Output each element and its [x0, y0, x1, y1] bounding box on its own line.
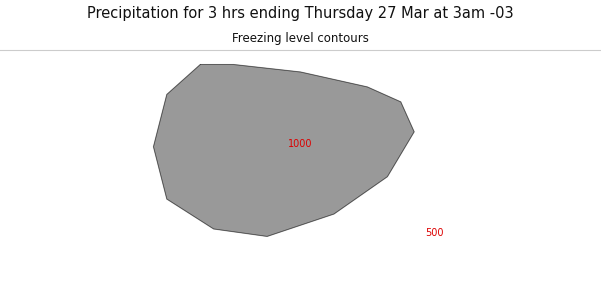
Text: Precipitation for 3 hrs ending Thursday 27 Mar at 3am -03: Precipitation for 3 hrs ending Thursday … — [87, 7, 514, 21]
Polygon shape — [154, 65, 414, 236]
Text: Freezing level contours: Freezing level contours — [232, 32, 369, 45]
Text: 500: 500 — [425, 228, 444, 238]
Text: 1000: 1000 — [288, 139, 313, 149]
